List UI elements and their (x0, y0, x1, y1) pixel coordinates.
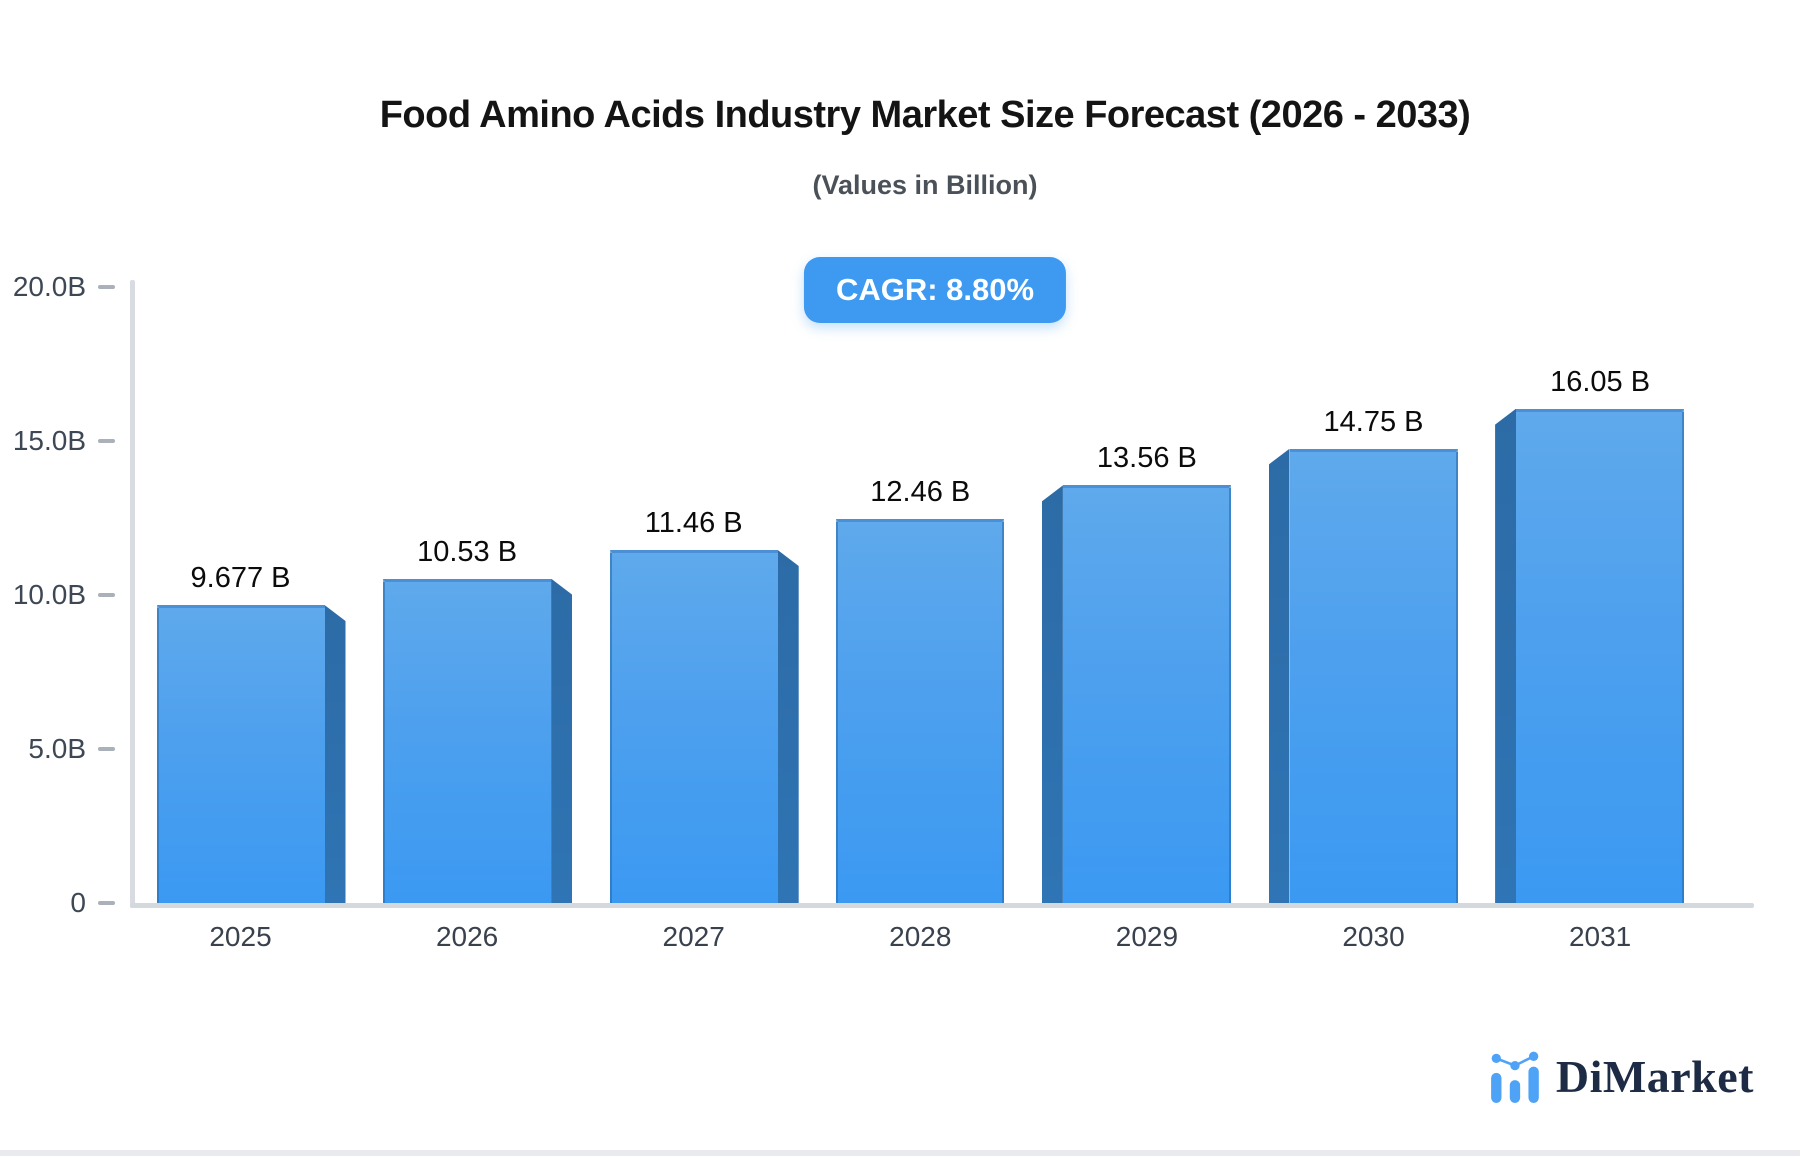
y-tick-mark (98, 593, 115, 597)
y-axis-line (130, 280, 135, 908)
cagr-badge: CAGR: 8.80% (803, 257, 1067, 323)
y-tick-label: 10.0B (12, 579, 86, 610)
bar-side-face (324, 604, 346, 903)
bar-value-label: 12.46 B (870, 476, 971, 509)
bar-2028 (836, 519, 1005, 903)
bar-side-face (1495, 408, 1517, 903)
bar-value-label: 14.75 B (1323, 405, 1424, 438)
x-axis-label: 2028 (889, 921, 952, 952)
bar-value-label: 9.677 B (190, 561, 291, 594)
bar-side-face (777, 550, 799, 903)
bar-2030 (1289, 448, 1458, 903)
x-axis-line (130, 903, 1754, 908)
logo-text: DiMarket (1555, 1050, 1754, 1102)
bar-side-face (551, 578, 573, 903)
x-axis-label: 2029 (1115, 921, 1179, 952)
y-tick-label: 0 (70, 887, 86, 918)
bar-2029 (1062, 485, 1231, 903)
bar-value-label: 13.56 B (1096, 442, 1197, 475)
y-tick-label: 20.0B (12, 271, 86, 302)
bar-2025 (156, 604, 325, 903)
bar-2026 (383, 578, 552, 903)
x-axis-label: 2031 (1568, 921, 1632, 952)
x-axis-label: 2025 (209, 921, 272, 952)
dimarket-logo: DiMarket (1490, 1048, 1754, 1104)
y-tick-label: 5.0B (28, 733, 86, 764)
chart-title: Food Amino Acids Industry Market Size Fo… (379, 94, 1471, 136)
y-tick-mark (98, 439, 115, 443)
y-tick-label: 15.0B (12, 425, 86, 456)
bar-value-label: 16.05 B (1550, 365, 1651, 398)
x-axis-label: 2026 (435, 921, 499, 952)
bar-side-face (1041, 485, 1063, 903)
bar-value-label: 10.53 B (417, 535, 518, 568)
bar-2027 (609, 550, 778, 903)
y-tick-mark (98, 285, 115, 289)
bar-value-label: 11.46 B (644, 507, 743, 540)
page-bottom-edge (0, 1150, 1800, 1156)
mini-bar-chart-icon (1490, 1051, 1539, 1103)
x-axis-label: 2030 (1342, 921, 1405, 952)
bar-2031 (1516, 408, 1685, 903)
y-tick-mark (98, 901, 115, 905)
bar-side-face (1268, 448, 1290, 903)
chart-subtitle: (Values in Billion) (812, 170, 1038, 200)
x-axis-label: 2027 (662, 921, 725, 952)
y-tick-mark (98, 747, 115, 751)
